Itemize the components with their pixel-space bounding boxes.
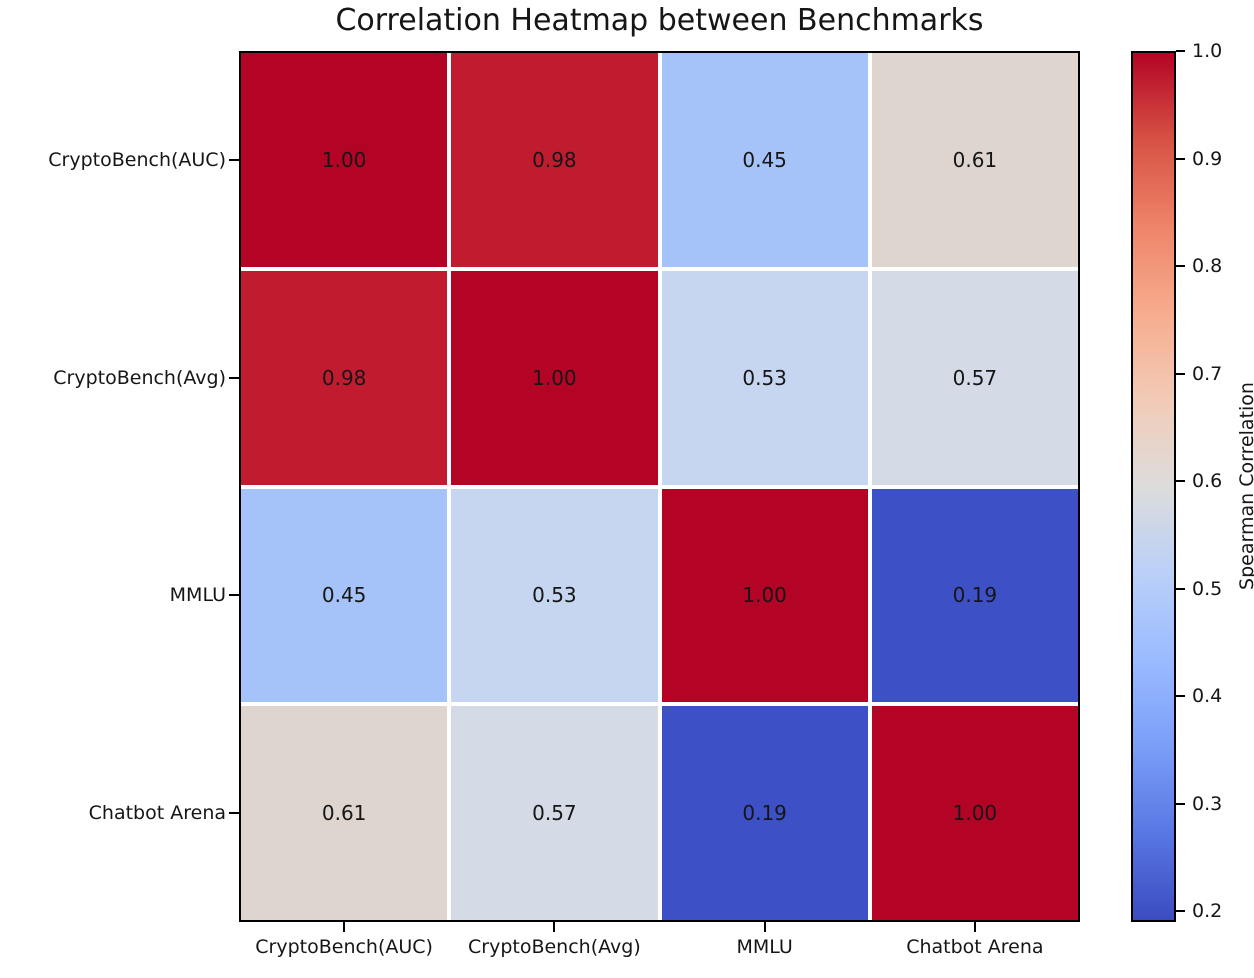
heatmap-cell-r3c1: 0.57 — [451, 706, 658, 920]
x-axis-tick-mark — [763, 922, 766, 932]
x-axis-tick-label: CryptoBench(AUC) — [255, 936, 433, 958]
y-axis-tick-mark — [229, 158, 239, 161]
colorbar — [1131, 51, 1176, 922]
heatmap-cell-r3c0: 0.61 — [241, 706, 448, 920]
chart-title: Correlation Heatmap between Benchmarks — [335, 3, 984, 38]
heatmap-cell-r0c3: 0.61 — [871, 53, 1078, 267]
heatmap-cell-r2c1: 0.53 — [451, 488, 658, 703]
colorbar-tick-label: 0.9 — [1192, 147, 1223, 170]
heatmap-cell-r2c3: 0.19 — [871, 488, 1078, 703]
x-axis-tick-mark — [973, 922, 976, 932]
y-axis-tick-label: CryptoBench(Avg) — [53, 366, 226, 389]
x-axis-tick-mark — [343, 922, 346, 932]
heatmap-cell-r0c2: 0.45 — [661, 53, 868, 267]
x-axis-tick-label: MMLU — [736, 936, 793, 958]
colorbar-tick-mark — [1176, 50, 1185, 52]
heatmap-cell-r1c1: 1.00 — [451, 270, 658, 485]
colorbar-tick-mark — [1176, 695, 1185, 698]
heatmap-cell-r3c3: 1.00 — [871, 706, 1078, 920]
colorbar-tick-mark — [1176, 372, 1185, 375]
heatmap-cell-r2c2: 1.00 — [661, 488, 868, 703]
heatmap-cell-r1c0: 0.98 — [241, 270, 448, 485]
colorbar-tick-label: 0.5 — [1192, 577, 1223, 600]
y-axis-tick-label: CryptoBench(AUC) — [48, 148, 226, 171]
y-axis-tick-label: MMLU — [169, 584, 226, 607]
heatmap-cell-r3c2: 0.19 — [661, 706, 868, 920]
y-axis-tick-mark — [229, 812, 239, 815]
heatmap-cell-r1c3: 0.57 — [871, 270, 1078, 485]
heatmap-grid: 1.00 0.98 0.45 0.61 0.98 1.00 0.53 0.57 0.45 0.53… — [239, 51, 1080, 922]
heatmap-cell-r1c2: 0.53 — [661, 270, 868, 485]
colorbar-tick-label: 0.8 — [1192, 255, 1223, 278]
colorbar-tick-mark — [1176, 910, 1185, 913]
colorbar-tick-label: 0.7 — [1192, 362, 1223, 385]
heatmap-cell-r2c0: 0.45 — [241, 488, 448, 703]
colorbar-tick-mark — [1176, 480, 1185, 483]
x-axis-tick-label: CryptoBench(Avg) — [468, 936, 641, 958]
colorbar-tick-mark — [1176, 157, 1185, 160]
colorbar-tick-mark — [1176, 587, 1185, 590]
colorbar-tick-label: 1.0 — [1192, 40, 1223, 62]
colorbar-tick-mark — [1176, 802, 1185, 805]
x-axis-tick-mark — [553, 922, 556, 932]
heatmap-cell-r0c0: 1.00 — [241, 53, 448, 267]
colorbar-tick-mark — [1176, 265, 1185, 268]
y-axis-tick-mark — [229, 594, 239, 597]
y-axis-tick-label: Chatbot Arena — [88, 802, 226, 825]
heatmap-cell-r0c1: 0.98 — [451, 53, 658, 267]
colorbar-tick-label: 0.6 — [1192, 470, 1223, 493]
colorbar-tick-label: 0.2 — [1192, 900, 1223, 923]
x-axis-tick-label: Chatbot Arena — [906, 936, 1044, 958]
colorbar-axis-label: Spearman Correlation — [1236, 382, 1254, 590]
colorbar-tick-label: 0.4 — [1192, 685, 1223, 708]
colorbar-tick-label: 0.3 — [1192, 792, 1223, 815]
y-axis-tick-mark — [229, 376, 239, 379]
